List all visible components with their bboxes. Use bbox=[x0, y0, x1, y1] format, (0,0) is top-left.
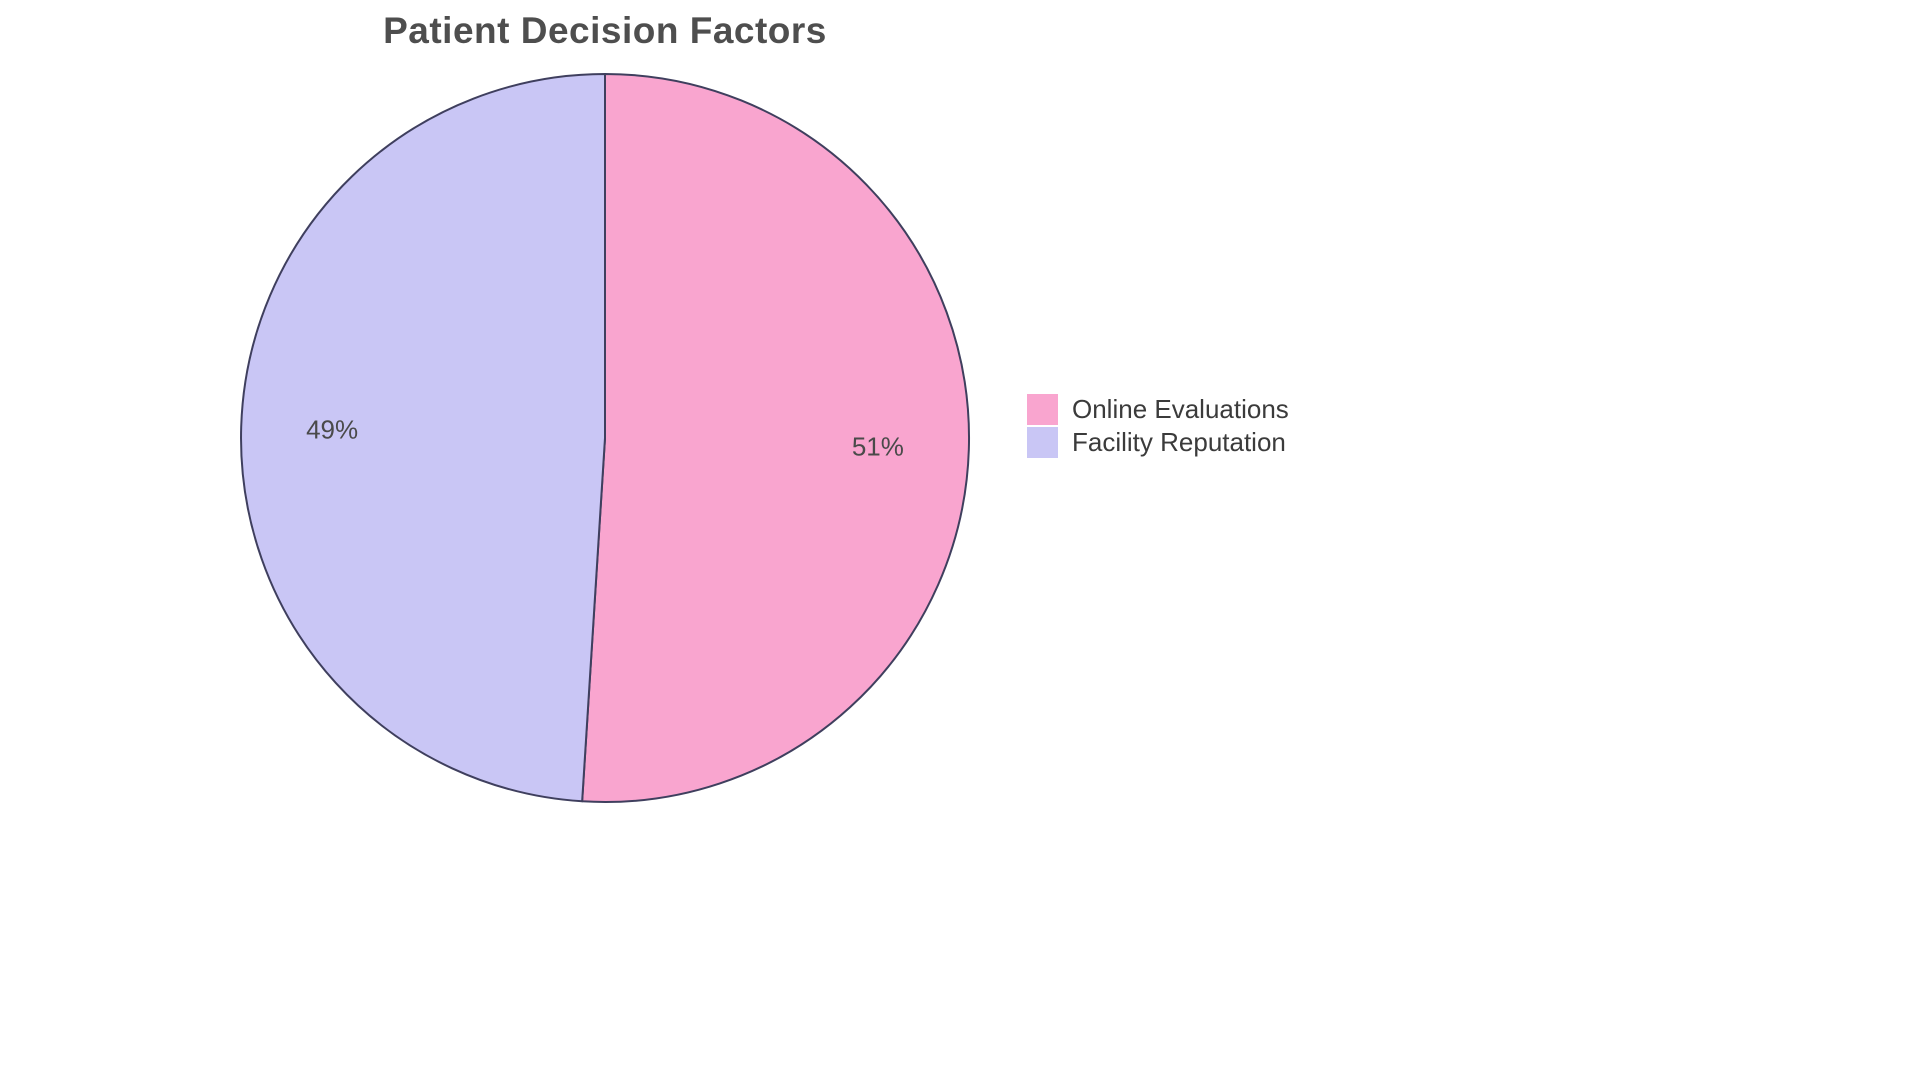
legend-swatch-online-evaluations bbox=[1027, 394, 1058, 425]
legend-label-facility-reputation: Facility Reputation bbox=[1072, 427, 1286, 457]
legend-item-online-evaluations[interactable]: Online Evaluations bbox=[1027, 394, 1289, 425]
slice-label-0: 51% bbox=[852, 432, 904, 462]
pie-slice-1 bbox=[240, 73, 606, 803]
chart-title: Patient Decision Factors bbox=[383, 10, 827, 51]
slice-label-1: 49% bbox=[306, 414, 358, 444]
pie-chart: 51% 49% bbox=[240, 73, 970, 803]
legend-label-online-evaluations: Online Evaluations bbox=[1072, 394, 1289, 424]
legend-swatch-facility-reputation bbox=[1027, 427, 1058, 458]
legend: Online Evaluations Facility Reputation bbox=[1027, 394, 1289, 458]
legend-item-facility-reputation[interactable]: Facility Reputation bbox=[1027, 427, 1289, 458]
pie-slice-0 bbox=[581, 73, 970, 803]
